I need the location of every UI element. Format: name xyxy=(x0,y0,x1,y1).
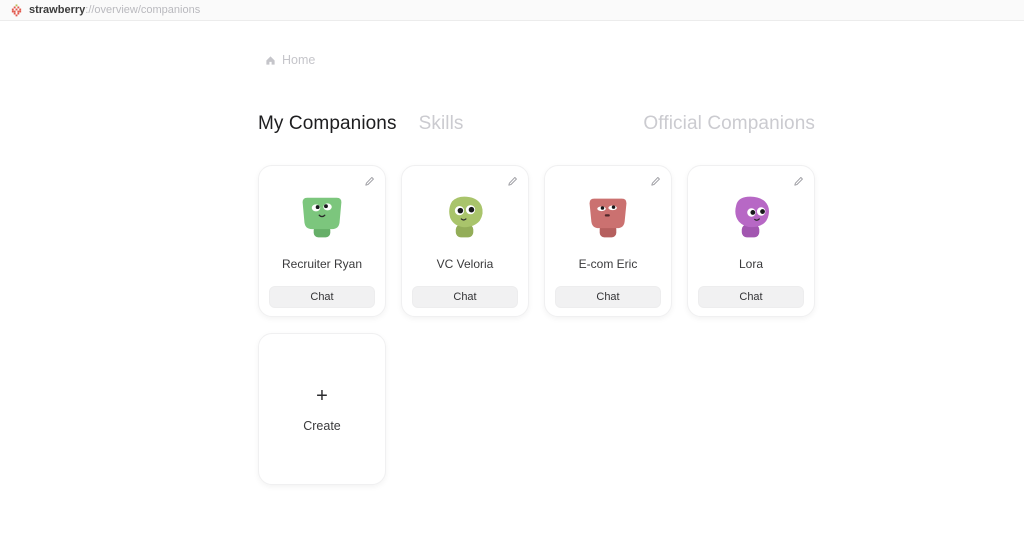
companion-name: Lora xyxy=(738,257,764,271)
pencil-icon xyxy=(507,176,517,186)
chat-button[interactable]: Chat xyxy=(269,286,375,308)
tab-my-companions[interactable]: My Companions xyxy=(258,113,397,134)
companion-name: VC Veloria xyxy=(436,257,494,271)
url-bar[interactable]: strawberry://overview/companions xyxy=(0,0,1024,21)
edit-companion-button[interactable] xyxy=(648,174,662,188)
strawberry-icon xyxy=(11,3,22,16)
chat-button[interactable]: Chat xyxy=(555,286,661,308)
tabs-bar: My Companions Skills Official Companions xyxy=(258,113,815,135)
create-companion-card[interactable]: + Create xyxy=(258,333,386,485)
avatar-ecom-eric xyxy=(589,198,627,238)
companion-card-ecom-eric[interactable]: E-com Eric Chat xyxy=(544,165,672,317)
breadcrumb-home[interactable]: Home xyxy=(265,53,815,67)
pencil-icon xyxy=(364,176,374,186)
plus-icon: + xyxy=(316,384,328,407)
edit-companion-button[interactable] xyxy=(505,174,519,188)
pencil-icon xyxy=(650,176,660,186)
companion-card-lora[interactable]: Lora Chat xyxy=(687,165,815,317)
url-text: strawberry://overview/companions xyxy=(29,4,200,16)
companion-card-vc-veloria[interactable]: VC Veloria Chat xyxy=(401,165,529,317)
chat-button[interactable]: Chat xyxy=(698,286,804,308)
breadcrumb-home-label: Home xyxy=(282,53,316,67)
pencil-icon xyxy=(793,176,803,186)
home-icon xyxy=(266,55,275,65)
url-scheme: strawberry xyxy=(29,4,86,16)
edit-companion-button[interactable] xyxy=(362,174,376,188)
tab-official-companions[interactable]: Official Companions xyxy=(643,113,815,134)
avatar-lora xyxy=(735,196,769,238)
companions-grid: Recruiter Ryan Chat VC Veloria Chat xyxy=(258,165,815,485)
avatar-vc-veloria xyxy=(449,196,483,238)
create-label: Create xyxy=(303,418,341,433)
tab-skills[interactable]: Skills xyxy=(418,113,464,134)
chat-button[interactable]: Chat xyxy=(412,286,518,308)
url-path: ://overview/companions xyxy=(85,4,201,16)
companion-card-recruiter-ryan[interactable]: Recruiter Ryan Chat xyxy=(258,165,386,317)
companion-name: Recruiter Ryan xyxy=(281,257,363,271)
companion-name: E-com Eric xyxy=(578,257,638,271)
avatar-recruiter-ryan xyxy=(302,197,342,238)
edit-companion-button[interactable] xyxy=(791,174,805,188)
main-content: Home My Companions Skills Official Compa… xyxy=(258,53,815,485)
